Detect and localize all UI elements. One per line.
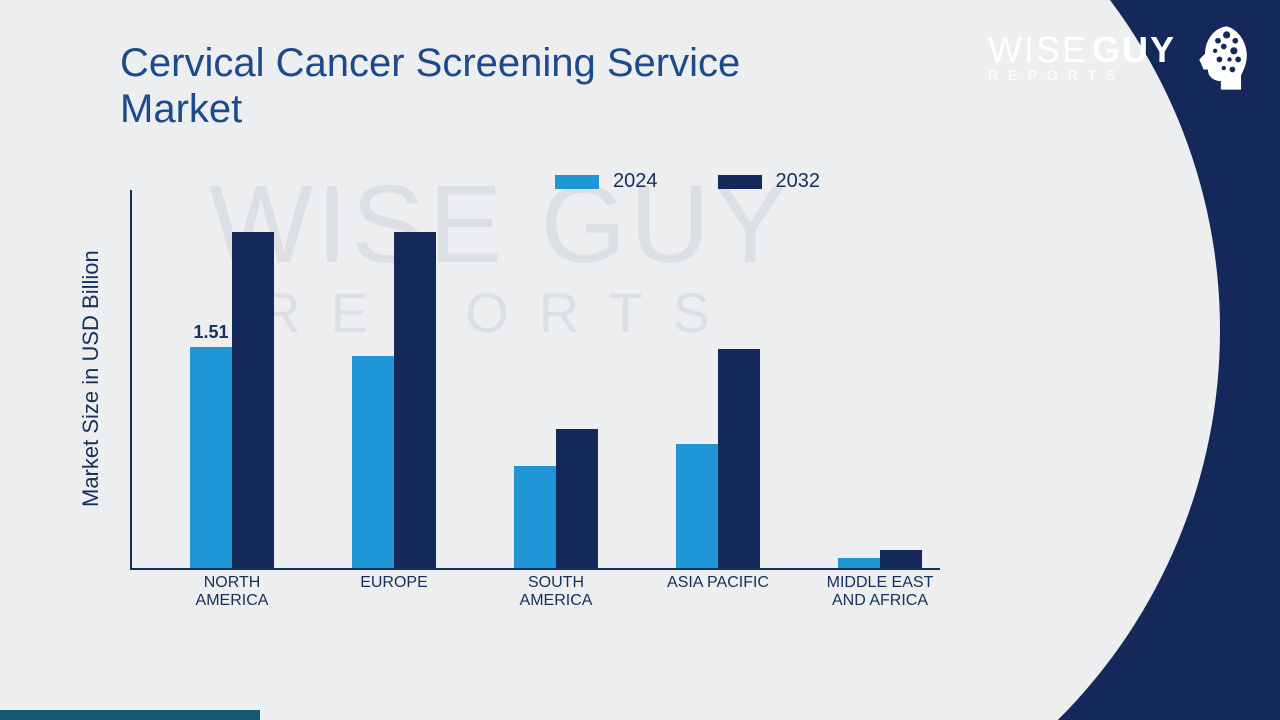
category-label: NORTH AMERICA xyxy=(172,574,292,611)
brand-logo: WISEGUY REPORTS xyxy=(988,22,1258,94)
bar-2032 xyxy=(880,550,922,568)
y-axis-label: Market Size in USD Billion xyxy=(78,250,104,507)
category-label: SOUTH AMERICA xyxy=(496,574,616,611)
bar-2032 xyxy=(556,429,598,568)
bar-group: MIDDLE EAST AND AFRICA xyxy=(820,550,940,568)
bar-group: ASIA PACIFIC xyxy=(658,349,778,568)
brand-reports: REPORTS xyxy=(988,69,1176,82)
bar-2024 xyxy=(838,558,880,568)
bar-2032 xyxy=(718,349,760,568)
bar-2024 xyxy=(190,347,232,568)
footer-accent-bar xyxy=(0,710,260,720)
category-label: ASIA PACIFIC xyxy=(658,574,778,592)
bar-2024 xyxy=(352,356,394,568)
bar-2024 xyxy=(514,466,556,568)
chart-title: Cervical Cancer Screening Service Market xyxy=(120,40,840,132)
bar-2032 xyxy=(394,232,436,568)
brain-head-icon xyxy=(1182,22,1254,94)
bar-group: EUROPE xyxy=(334,232,454,568)
bar-group: NORTH AMERICA xyxy=(172,232,292,568)
category-label: MIDDLE EAST AND AFRICA xyxy=(820,574,940,611)
plot-area: NORTH AMERICA EUROPE SOUTH AMERICA ASIA PAC… xyxy=(130,190,940,570)
brand-guy: GUY xyxy=(1092,29,1176,70)
bar-2024 xyxy=(676,444,718,568)
bar-group: SOUTH AMERICA xyxy=(496,429,616,568)
bar-2032 xyxy=(232,232,274,568)
chart: Market Size in USD Billion NORTH AMERICA… xyxy=(60,160,960,640)
brand-wise: WISE xyxy=(988,29,1088,70)
value-label: 1.51 xyxy=(193,322,228,343)
category-label: EUROPE xyxy=(334,574,454,592)
